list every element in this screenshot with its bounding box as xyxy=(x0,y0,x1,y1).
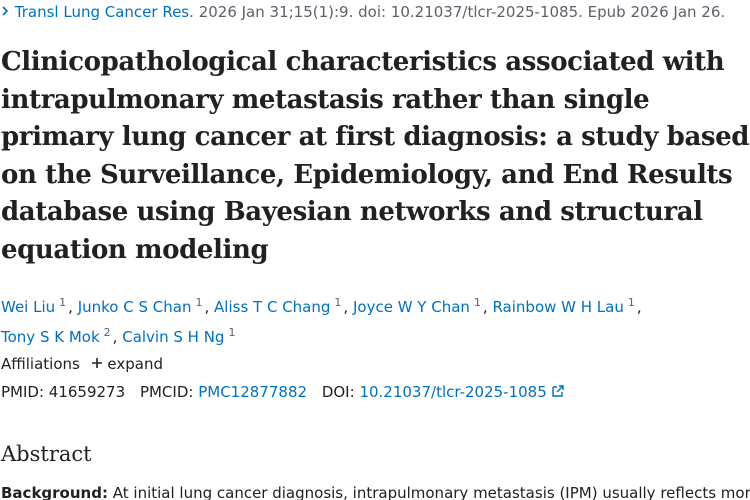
author: Rainbow W H Lau 1, xyxy=(492,296,642,316)
article-title: Clinicopathological characteristics asso… xyxy=(1,44,749,269)
expand-toggle[interactable]: expand xyxy=(91,355,163,373)
title-line: equation modeling xyxy=(1,234,269,265)
author-name[interactable]: Tony S K Mok xyxy=(1,328,100,346)
external-link-icon xyxy=(551,385,564,397)
doi-link[interactable]: 10.21037/tlcr-2025-1085 xyxy=(359,383,547,401)
abstract-heading: Abstract xyxy=(1,442,92,466)
author-separator: , xyxy=(68,298,73,316)
author-separator: , xyxy=(636,298,642,316)
author-affiliation: 1 xyxy=(473,296,481,309)
pmid-label: PMID: xyxy=(1,383,45,401)
author: Joyce W Y Chan 1, xyxy=(352,296,488,316)
pmcid-label: PMCID: xyxy=(139,383,194,401)
title-line: primary lung cancer at first diagnosis: … xyxy=(1,122,750,152)
title-line: Clinicopathological characteristics asso… xyxy=(1,47,725,77)
title-line: on the Surveillance, Epidemiology, and E… xyxy=(1,159,733,190)
doi-label: DOI: xyxy=(321,383,355,401)
pmid: 41659273 xyxy=(48,383,126,401)
title-line: intrapulmonary metastasis rather than si… xyxy=(1,84,650,115)
chevron-icon xyxy=(2,6,9,16)
author-affiliation: 1 xyxy=(195,296,203,309)
pmcid-link[interactable]: PMC12877882 xyxy=(198,383,308,401)
author: Calvin S H Ng 1 xyxy=(122,326,237,346)
citation: Transl Lung Cancer Res. 2026 Jan 31;15(1… xyxy=(0,3,725,21)
author-affiliation: 1 xyxy=(59,296,67,309)
author-affiliation: 1 xyxy=(334,296,342,309)
author-name[interactable]: Wei Liu xyxy=(1,298,56,316)
author-affiliation: 2 xyxy=(103,326,111,339)
citation-details: 2026 Jan 31;15(1):9. doi: 10.21037/tlcr-… xyxy=(198,3,726,21)
title-line: database using Bayesian networks and str… xyxy=(1,197,703,227)
author-separator: , xyxy=(204,298,210,316)
author-separator: , xyxy=(482,298,488,316)
author-name[interactable]: Rainbow W H Lau xyxy=(492,298,624,316)
author-name[interactable]: Calvin S H Ng xyxy=(122,328,225,346)
author-name[interactable]: Joyce W Y Chan xyxy=(352,298,470,316)
author: Wei Liu 1, xyxy=(1,296,73,316)
plus-icon xyxy=(91,358,102,368)
background-label: Background: xyxy=(1,484,108,500)
author-affiliation: 1 xyxy=(228,326,236,339)
author-name[interactable]: Aliss T C Chang xyxy=(214,298,331,316)
identifiers: PMID: 41659273 PMCID: PMC12877882 DOI: 1… xyxy=(1,383,564,401)
author-affiliation: 1 xyxy=(627,296,635,309)
author-list: Wei Liu 1, Junko C S Chan 1, Aliss T C Cha… xyxy=(1,290,666,350)
expand-text[interactable]: expand xyxy=(107,355,163,373)
author: Tony S K Mok 2, xyxy=(1,326,118,346)
author-separator: , xyxy=(112,328,118,346)
author: Aliss T C Chang 1, xyxy=(214,296,349,316)
abstract-background: Background: At initial lung cancer diagn… xyxy=(1,484,750,500)
author-name[interactable]: Junko C S Chan xyxy=(77,298,192,316)
affiliations: Affiliations expand xyxy=(1,355,163,373)
author: Junko C S Chan 1, xyxy=(77,296,210,316)
background-text: At initial lung cancer diagnosis, intrap… xyxy=(112,484,750,500)
journal-link[interactable]: Transl Lung Cancer Res. xyxy=(14,3,194,21)
author-separator: , xyxy=(343,298,349,316)
affiliations-label: Affiliations xyxy=(1,355,80,373)
